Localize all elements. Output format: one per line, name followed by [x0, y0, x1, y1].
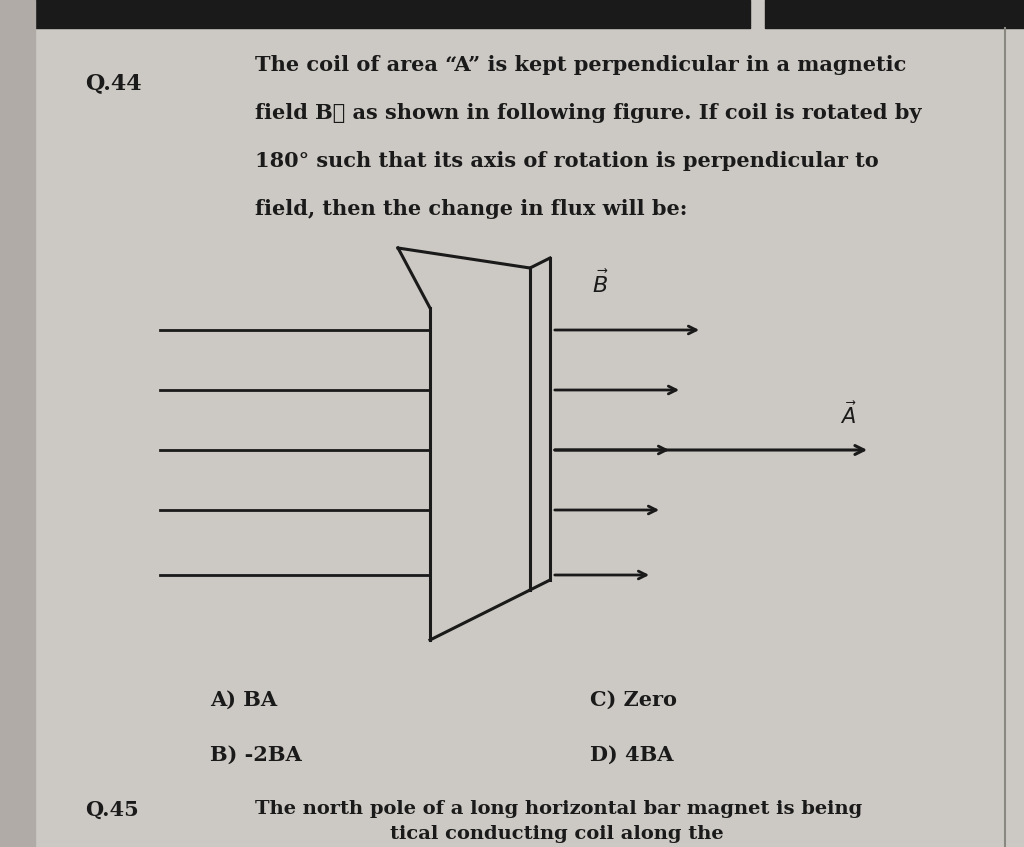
- Text: field B⃗ as shown in following figure. If coil is rotated by: field B⃗ as shown in following figure. I…: [255, 103, 922, 123]
- Text: 180° such that its axis of rotation is perpendicular to: 180° such that its axis of rotation is p…: [255, 151, 879, 171]
- Text: $\vec{A}$: $\vec{A}$: [840, 401, 856, 428]
- Text: Q.44: Q.44: [85, 72, 141, 94]
- Text: D) 4BA: D) 4BA: [590, 745, 674, 765]
- Text: A) BA: A) BA: [210, 690, 278, 710]
- Text: field, then the change in flux will be:: field, then the change in flux will be:: [255, 199, 687, 219]
- Text: tical conducting coil along the: tical conducting coil along the: [390, 825, 724, 843]
- Text: C) Zero: C) Zero: [590, 690, 677, 710]
- Text: B) -2BA: B) -2BA: [210, 745, 302, 765]
- Text: The coil of area “A” is kept perpendicular in a magnetic: The coil of area “A” is kept perpendicul…: [255, 55, 906, 75]
- Text: $\vec{B}$: $\vec{B}$: [592, 271, 608, 298]
- Text: Q.45: Q.45: [85, 800, 138, 820]
- Text: The north pole of a long horizontal bar magnet is being: The north pole of a long horizontal bar …: [255, 800, 862, 818]
